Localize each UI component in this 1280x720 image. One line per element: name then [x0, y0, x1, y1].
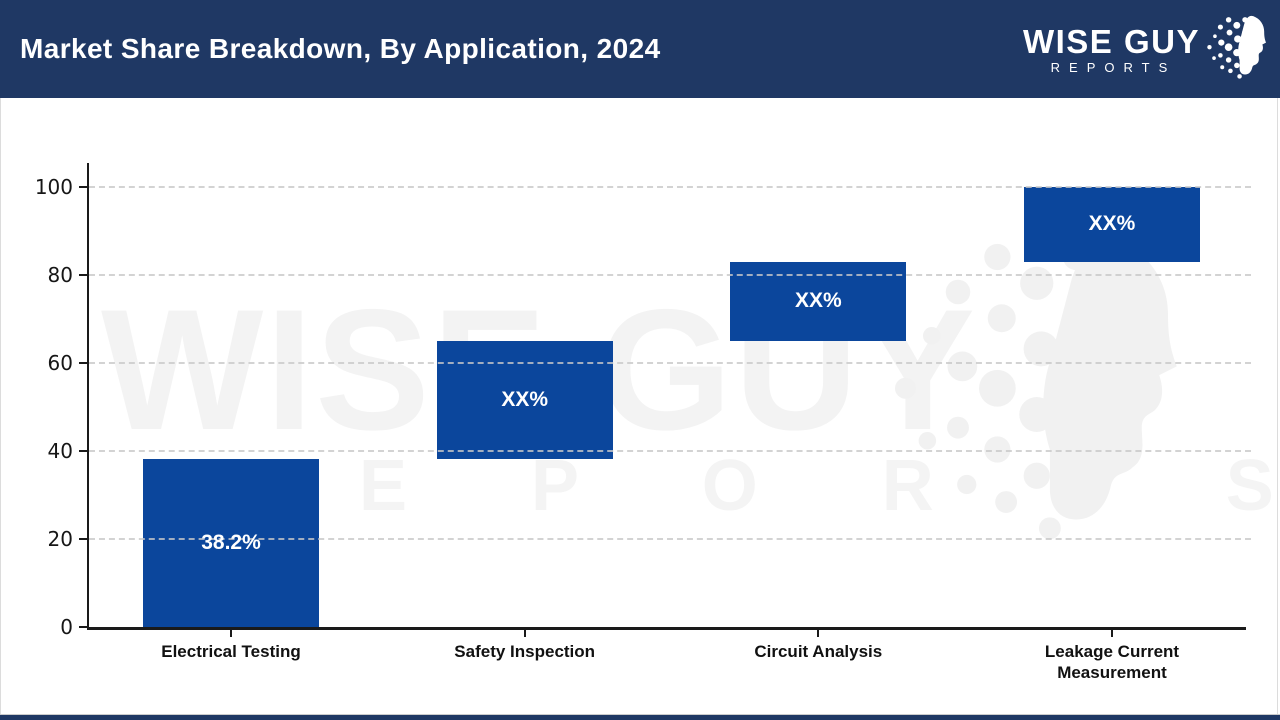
bar-value-label-1: XX% — [501, 387, 549, 411]
y-tick-label-0: 0 — [60, 615, 73, 639]
y-tickmark-20 — [79, 538, 88, 540]
bar-3 — [1024, 187, 1200, 262]
y-tick-label-80: 80 — [47, 263, 73, 287]
bar-0 — [143, 458, 319, 627]
y-tick-label-40: 40 — [47, 439, 73, 463]
x-tickmark-2 — [817, 629, 820, 637]
y-tickmark-60 — [79, 362, 88, 364]
chart-area: WISE GUY R E P O R T S 38.2% XX% XX% XX% 0 20… — [0, 98, 1278, 714]
logo-wordmark-line1: WISE GUY — [1022, 22, 1200, 60]
x-category-label-2: Circuit Analysis — [754, 642, 883, 661]
bar-1 — [436, 341, 613, 459]
x-category-label-1: Safety Inspection — [454, 642, 596, 661]
y-tickmark-100 — [79, 186, 88, 188]
x-tickmark-0 — [230, 629, 232, 637]
footer-bar — [0, 714, 1280, 720]
y-tick-label-20: 20 — [47, 527, 73, 551]
wiseguy-logo: WISE GUY REPORTS — [1023, 0, 1266, 98]
x-tickmark-3 — [1111, 629, 1113, 637]
logo-wordmark: WISE GUY REPORTS — [1023, 25, 1200, 74]
y-tickmark-0 — [79, 626, 88, 628]
watermark-head-icon — [895, 238, 1177, 540]
y-tickmark-40 — [79, 450, 88, 452]
header: Market Share Breakdown, By Application, … — [0, 0, 1280, 98]
x-tickmark-1 — [523, 629, 526, 637]
y-tick-label-60: 60 — [47, 351, 73, 375]
bar-value-label-0: 38.2% — [201, 530, 261, 554]
x-axis-line — [87, 627, 1246, 630]
bar-value-label-3: XX% — [1088, 212, 1136, 236]
y-tickmark-80 — [79, 274, 88, 276]
x-category-label-0: Electrical Testing — [161, 642, 301, 661]
logo-head-icon — [1207, 15, 1266, 79]
logo-wordmark-line2: REPORTS — [1050, 59, 1177, 75]
y-axis-line — [87, 163, 89, 629]
page-title: Market Share Breakdown, By Application, … — [20, 33, 661, 64]
bar-value-label-2: XX% — [794, 289, 842, 313]
y-tick-label-100: 100 — [34, 175, 73, 199]
x-category-label-3: Leakage Current Measurement — [1044, 642, 1180, 682]
